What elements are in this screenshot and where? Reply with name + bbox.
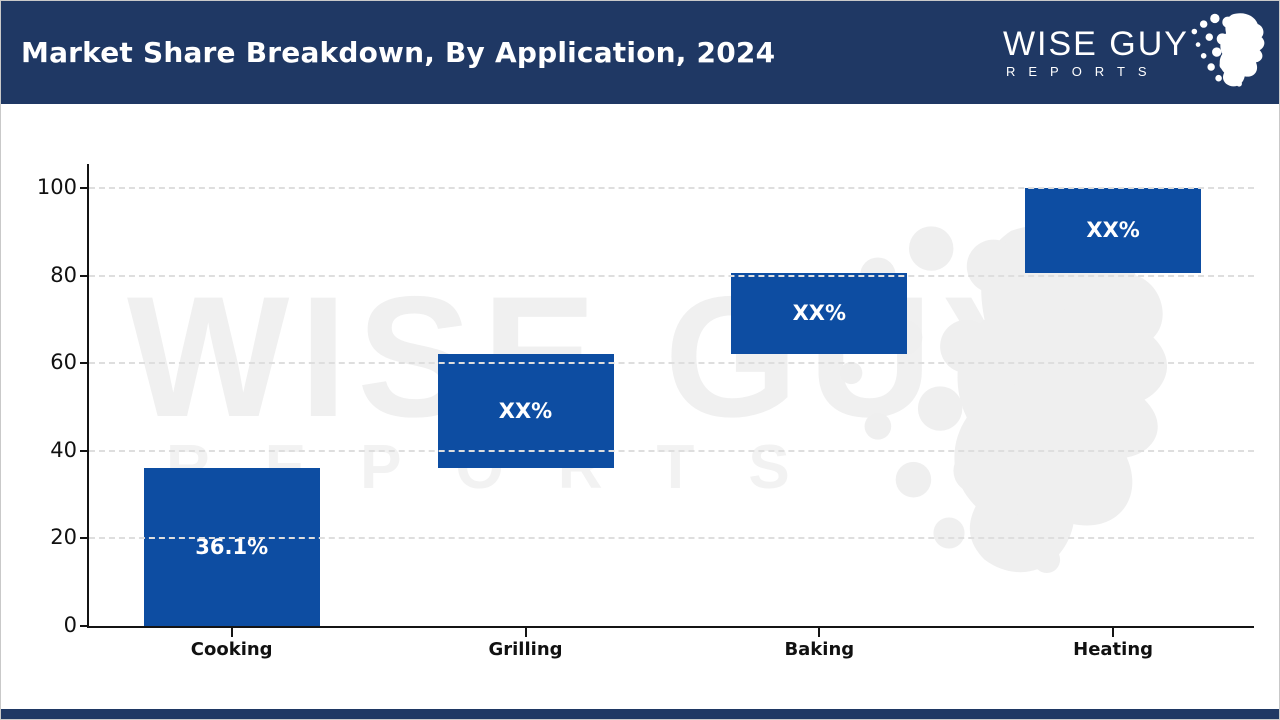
bar-baking: XX% (731, 272, 908, 354)
y-tick-mark (80, 449, 89, 452)
x-axis-spine (87, 626, 1254, 628)
bar-grilling: XX% (437, 353, 614, 468)
x-tick-mark (230, 628, 233, 637)
grid-line-y80 (89, 274, 1254, 277)
x-tick-mark (524, 628, 527, 637)
logo-reports-label: REPORTS (1005, 64, 1160, 80)
y-tick-label: 60 (50, 350, 77, 375)
bar-value-label: XX% (1086, 218, 1140, 243)
logo-text: WISE GUY REPORTS (1002, 24, 1189, 80)
y-tick-mark (80, 187, 89, 189)
grid-line-y100 (89, 187, 1254, 189)
y-tick-label: 100 (36, 175, 77, 199)
grid-line-y40 (89, 449, 1254, 452)
grid-line-y60 (89, 362, 1254, 365)
y-tick-mark (80, 625, 89, 627)
x-tick-label-baking: Baking (784, 639, 855, 660)
y-axis-spine (87, 164, 89, 628)
wiseguy-reports-logo: WISE GUY REPORTS (1003, 7, 1269, 99)
y-tick-label: 0 (63, 613, 77, 637)
logo-wiseguy-label: WISE GUY (1002, 24, 1189, 63)
page-title: Market Share Breakdown, By Application, … (21, 36, 776, 69)
x-tick-label-grilling: Grilling (488, 639, 563, 660)
x-tick-label-cooking: Cooking (190, 639, 273, 660)
y-tick-label: 80 (50, 262, 77, 287)
y-tick-label: 40 (50, 437, 77, 462)
bar-heating: XX% (1025, 188, 1202, 273)
watermark-face-dots-icon (820, 223, 1168, 573)
grid-line-y20 (89, 537, 1254, 540)
x-tick-label-heating: Heating (1073, 639, 1154, 660)
y-tick-mark (80, 274, 89, 277)
logo-face-dots-icon (1191, 13, 1265, 87)
header-bar: Market Share Breakdown, By Application, … (1, 1, 1279, 104)
y-tick-mark (80, 362, 89, 365)
y-tick-label: 20 (50, 525, 77, 550)
x-tick-mark (1112, 628, 1115, 637)
bar-value-label: XX% (792, 301, 847, 326)
bar-cooking: 36.1% (143, 467, 320, 626)
x-tick-mark (818, 628, 821, 637)
bar-value-label: XX% (498, 398, 553, 423)
y-tick-mark (80, 537, 89, 540)
footer-bar (1, 709, 1279, 719)
